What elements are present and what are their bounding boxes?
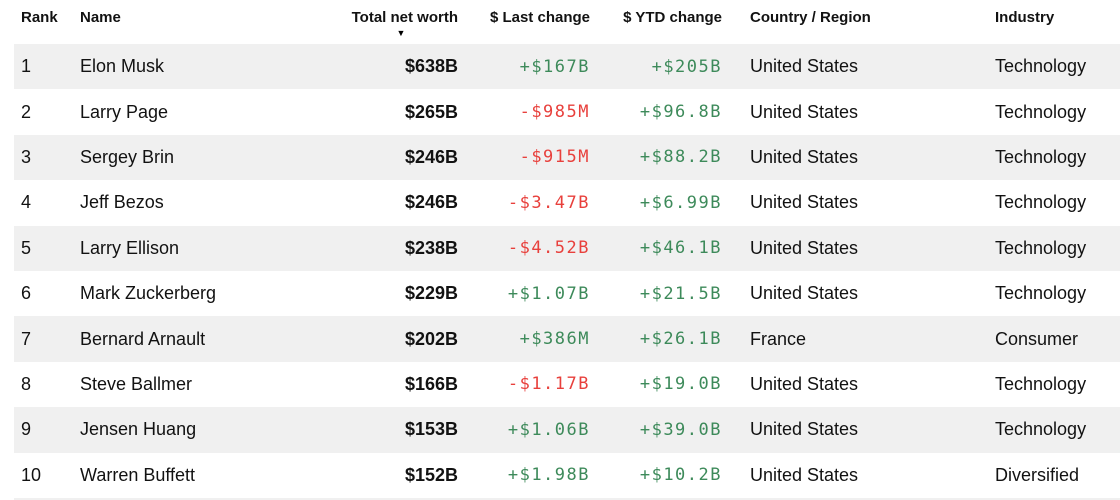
rank-cell: 3 [21,146,32,167]
name-cell: Steve Ballmer [80,373,193,394]
table-header: Rank Name Total net worth ▼ $ Last chang… [14,0,1120,44]
rank-cell: 10 [21,464,42,485]
industry-cell: Technology [995,373,1087,394]
industry-cell: Technology [995,237,1087,258]
last-change-cell: -$1.17B [507,374,590,395]
rank-cell: 7 [21,328,32,349]
table-row[interactable]: 4 Jeff Bezos $246B -$3.47B +$6.99B Unite… [14,180,1120,225]
ytd-change-cell: +$39.0B [639,419,722,440]
country-cell: United States [750,192,859,213]
rank-cell: 6 [21,283,32,304]
last-change-cell: -$3.47B [507,192,590,213]
industry-cell: Consumer [995,328,1079,349]
net-worth-cell: $229B [404,283,458,304]
col-header-country[interactable]: Country / Region [750,9,871,26]
name-cell: Bernard Arnault [80,328,206,349]
net-worth-cell: $152B [404,464,458,485]
table-row[interactable]: 8 Steve Ballmer $166B -$1.17B +$19.0B Un… [14,362,1120,407]
sort-desc-icon: ▼ [396,28,406,38]
col-header-net-worth[interactable]: Total net worth ▼ [344,9,458,38]
name-cell: Sergey Brin [80,146,175,167]
rank-cell: 2 [21,101,32,122]
net-worth-cell: $265B [404,101,458,122]
industry-cell: Technology [995,101,1087,122]
rank-cell: 1 [21,56,32,77]
table-row[interactable]: 10 Warren Buffett $152B +$1.98B +$10.2B … [14,453,1120,498]
industry-cell: Technology [995,146,1087,167]
col-header-ytd-change[interactable]: $ YTD change [623,9,722,26]
industry-cell: Technology [995,419,1087,440]
net-worth-cell: $238B [404,237,458,258]
rank-cell: 4 [21,192,32,213]
net-worth-cell: $166B [404,373,458,394]
country-cell: United States [750,419,859,440]
country-cell: United States [750,373,859,394]
table-body: 1 Elon Musk $638B +$167B +$205B United S… [0,44,1120,498]
industry-cell: Technology [995,192,1087,213]
table-row[interactable]: 1 Elon Musk $638B +$167B +$205B United S… [14,44,1120,90]
table-row[interactable]: 2 Larry Page $265B -$985M +$96.8B United… [14,89,1120,134]
table-row[interactable]: 3 Sergey Brin $246B -$915M +$88.2B Unite… [14,134,1120,181]
country-cell: United States [750,146,859,167]
last-change-cell: +$167B [519,56,590,77]
last-change-cell: +$1.98B [507,465,590,486]
net-worth-cell: $246B [404,146,458,167]
col-header-last-change[interactable]: $ Last change [489,9,590,26]
name-cell: Larry Ellison [80,237,180,258]
name-cell: Elon Musk [80,56,165,77]
country-cell: United States [750,464,859,485]
industry-cell: Diversified [995,464,1080,485]
ytd-change-cell: +$96.8B [639,102,722,123]
net-worth-cell: $638B [404,56,458,77]
last-change-cell: +$1.06B [507,419,590,440]
name-cell: Mark Zuckerberg [80,283,217,304]
country-cell: France [750,328,807,349]
ytd-change-cell: +$21.5B [639,283,722,304]
ytd-change-cell: +$10.2B [639,465,722,486]
col-header-industry[interactable]: Industry [995,9,1055,26]
table-row[interactable]: 7 Bernard Arnault $202B +$386M +$26.1B F… [14,316,1120,362]
last-change-cell: -$985M [519,102,590,123]
name-cell: Larry Page [80,101,169,122]
country-cell: United States [750,101,859,122]
table-row[interactable]: 5 Larry Ellison $238B -$4.52B +$46.1B Un… [14,225,1120,271]
ytd-change-cell: +$205B [651,56,722,77]
name-cell: Warren Buffett [80,464,196,485]
country-cell: United States [750,237,859,258]
table-row[interactable]: 6 Mark Zuckerberg $229B +$1.07B +$21.5B … [14,271,1120,316]
net-worth-cell: $153B [404,419,458,440]
industry-cell: Technology [995,283,1087,304]
col-header-rank[interactable]: Rank [21,9,58,26]
last-change-cell: +$1.07B [507,283,590,304]
net-worth-cell: $246B [404,192,458,213]
ytd-change-cell: +$19.0B [639,374,722,395]
last-change-cell: +$386M [519,329,590,350]
ytd-change-cell: +$88.2B [639,147,722,168]
next-row-edge [14,497,1120,500]
rank-cell: 5 [21,237,32,258]
country-cell: United States [750,56,859,77]
name-cell: Jensen Huang [80,419,197,440]
name-cell: Jeff Bezos [80,192,164,213]
country-cell: United States [750,283,859,304]
ytd-change-cell: +$6.99B [639,192,722,213]
rank-cell: 8 [21,373,32,394]
col-header-net-worth-label: Total net worth [351,9,458,26]
net-worth-cell: $202B [404,328,458,349]
last-change-cell: -$915M [519,147,590,168]
ytd-change-cell: +$46.1B [639,238,722,259]
last-change-cell: -$4.52B [507,238,590,259]
industry-cell: Technology [995,56,1087,77]
col-header-name[interactable]: Name [80,9,121,26]
rank-cell: 9 [21,419,32,440]
ytd-change-cell: +$26.1B [639,329,722,350]
table-row[interactable]: 9 Jensen Huang $153B +$1.06B +$39.0B Uni… [14,407,1120,453]
